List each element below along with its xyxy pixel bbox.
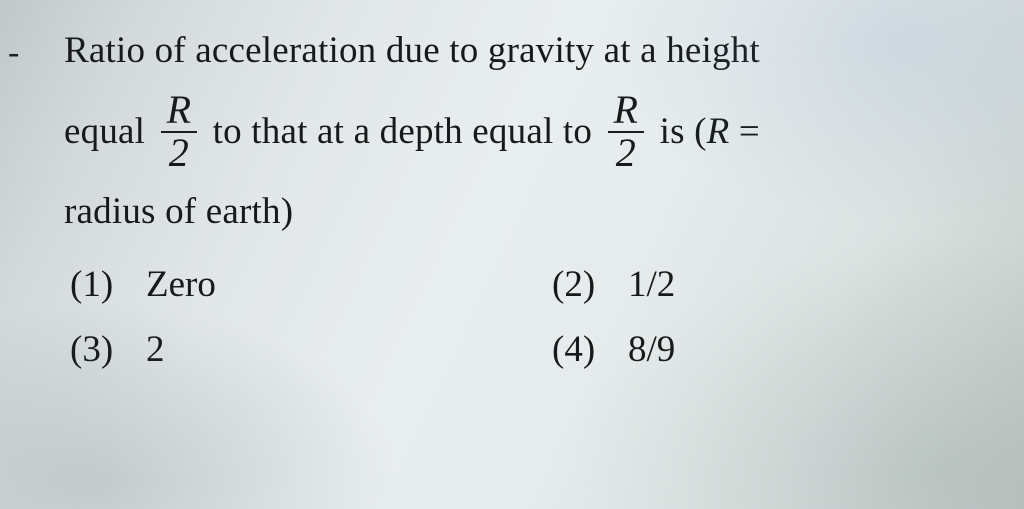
stem-line-3: radius of earth) <box>64 179 994 245</box>
stem-text: is ( <box>650 99 707 165</box>
option-number: (2) <box>552 263 610 306</box>
option-value: Zero <box>146 263 216 306</box>
stem-text: to that at a depth equal to <box>203 99 601 165</box>
question-stem: Ratio of acceleration due to gravity at … <box>64 18 994 245</box>
option-1[interactable]: (1) Zero <box>70 263 512 306</box>
stem-text: = <box>729 99 760 165</box>
question-content: Ratio of acceleration due to gravity at … <box>64 18 994 371</box>
stem-line-2: equal R 2 to that at a depth equal to R … <box>64 90 994 174</box>
fraction-denominator: 2 <box>610 133 642 174</box>
stem-line-1: Ratio of acceleration due to gravity at … <box>64 18 994 84</box>
fraction-denominator: 2 <box>163 133 195 174</box>
fraction-r-over-2: R 2 <box>608 90 645 174</box>
fraction-r-over-2: R 2 <box>161 90 198 174</box>
option-value: 1/2 <box>628 263 675 306</box>
option-2[interactable]: (2) 1/2 <box>552 263 994 306</box>
stem-text: radius of earth) <box>64 179 293 245</box>
stem-variable-r: R <box>707 99 730 165</box>
option-3[interactable]: (3) 2 <box>70 328 512 371</box>
option-4[interactable]: (4) 8/9 <box>552 328 994 371</box>
question-bullet: - <box>8 34 19 72</box>
stem-text: Ratio of acceleration due to gravity at … <box>64 18 760 84</box>
option-number: (4) <box>552 328 610 371</box>
option-value: 8/9 <box>628 328 675 371</box>
option-value: 2 <box>146 328 165 371</box>
question-page: - Ratio of acceleration due to gravity a… <box>0 0 1024 509</box>
answer-options: (1) Zero (2) 1/2 (3) 2 (4) 8/9 <box>70 263 994 371</box>
fraction-numerator: R <box>161 90 198 133</box>
option-number: (3) <box>70 328 128 371</box>
option-number: (1) <box>70 263 128 306</box>
stem-text: equal <box>64 99 155 165</box>
fraction-numerator: R <box>608 90 645 133</box>
